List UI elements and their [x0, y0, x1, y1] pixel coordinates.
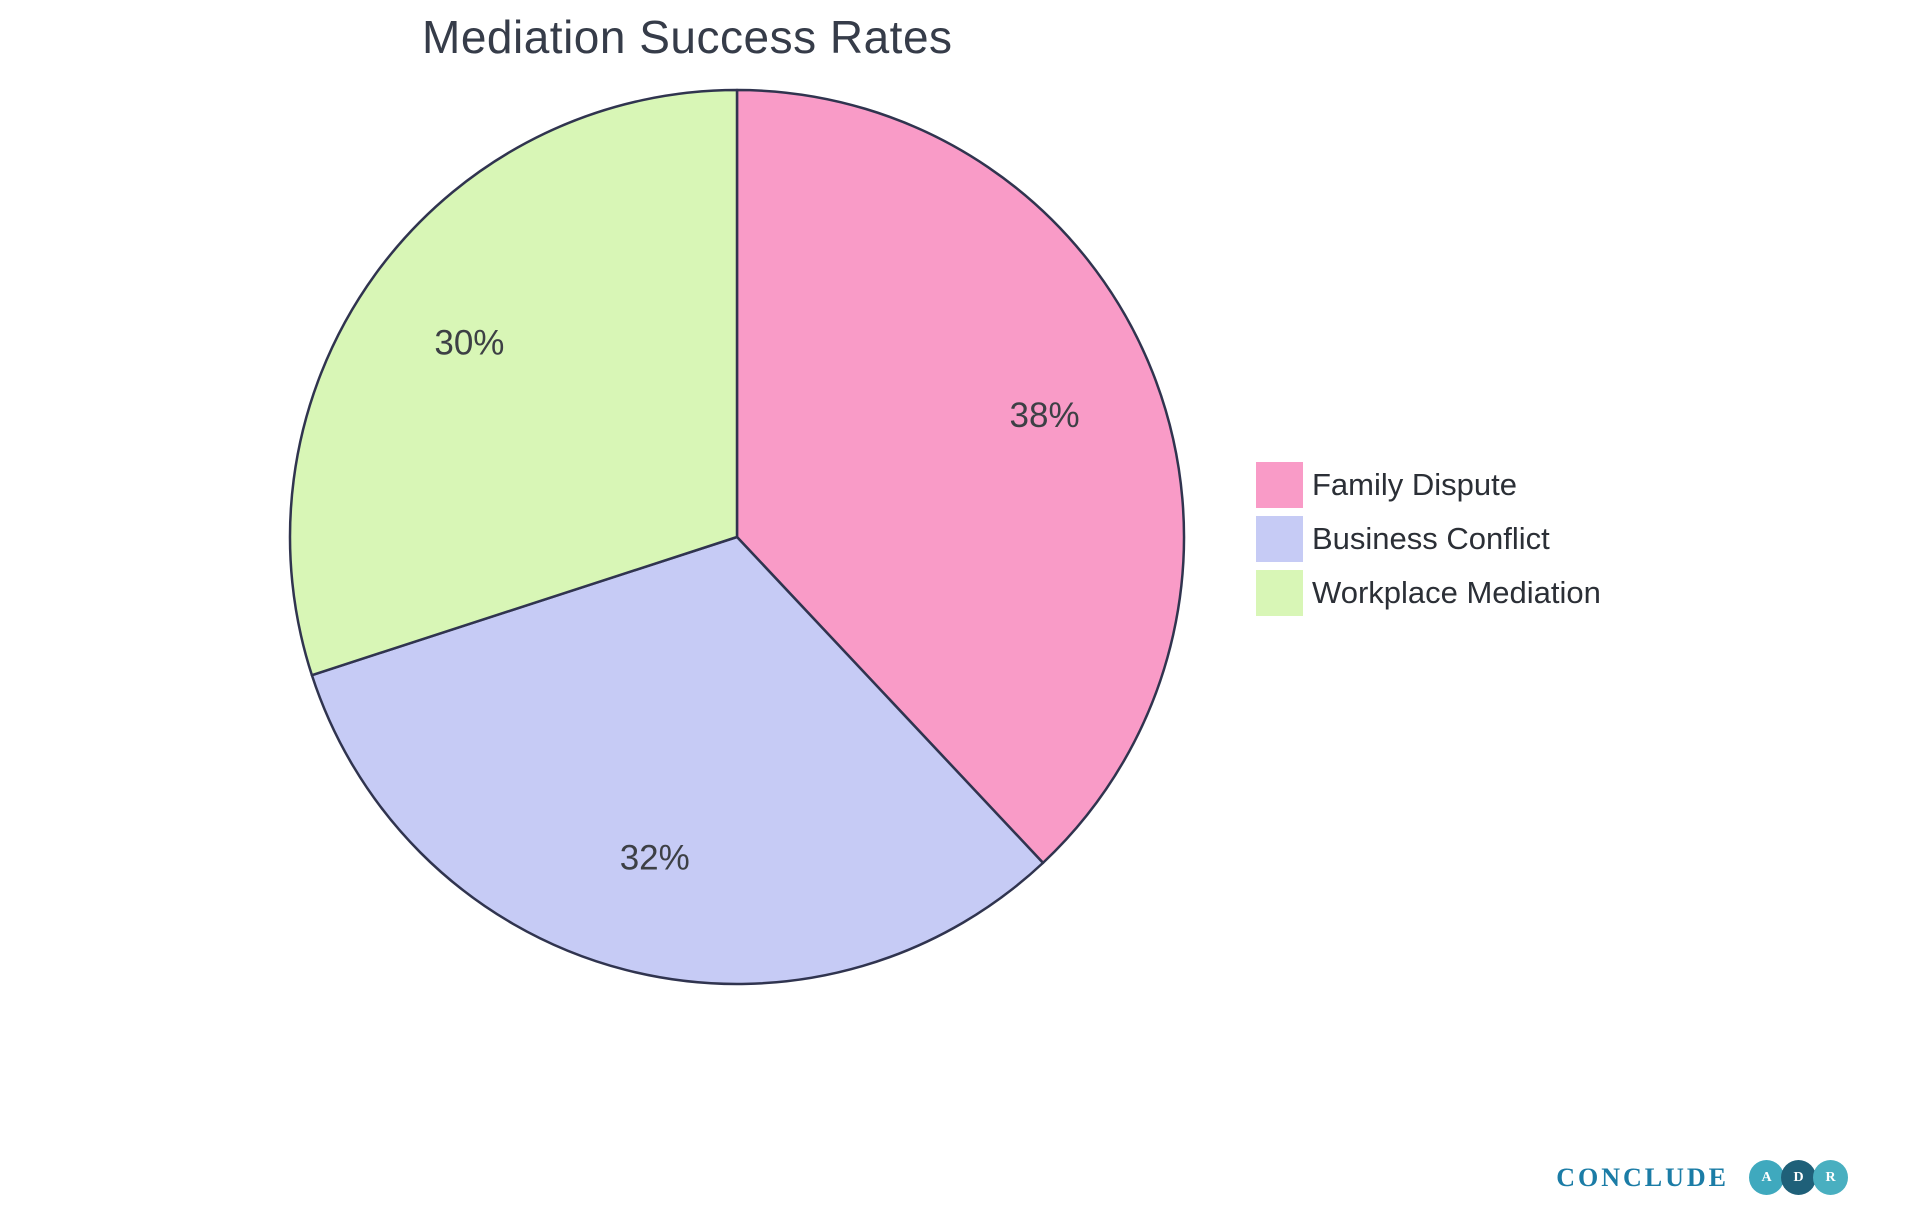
legend-label: Business Conflict: [1312, 521, 1550, 556]
pie-slice-label-1: 32%: [620, 838, 690, 877]
legend-label: Workplace Mediation: [1312, 575, 1601, 610]
legend-item-0: Family Dispute: [1256, 462, 1601, 508]
legend-item-2: Workplace Mediation: [1256, 570, 1601, 616]
brand-badge-a: A: [1749, 1160, 1784, 1195]
legend-swatch: [1256, 462, 1303, 508]
legend-label: Family Dispute: [1312, 467, 1517, 502]
brand-name: CONCLUDE: [1556, 1162, 1729, 1192]
brand-badge-r: R: [1813, 1160, 1848, 1195]
brand-badge-d: D: [1781, 1160, 1816, 1195]
pie-slice-label-2: 30%: [434, 324, 504, 363]
legend-swatch: [1256, 516, 1303, 562]
chart-title: Mediation Success Rates: [422, 11, 953, 63]
legend: Family Dispute Business Conflict Workplace…: [1256, 462, 1601, 616]
pie-slice-label-0: 38%: [1010, 396, 1080, 435]
legend-item-1: Business Conflict: [1256, 516, 1601, 562]
pie-slice-1: [310, 535, 1045, 986]
pie-chart: 38% 32% 30%: [288, 88, 1186, 986]
pie-slice-0: [735, 88, 1186, 865]
legend-swatch: [1256, 570, 1303, 616]
pie-slice-2: [288, 88, 739, 677]
